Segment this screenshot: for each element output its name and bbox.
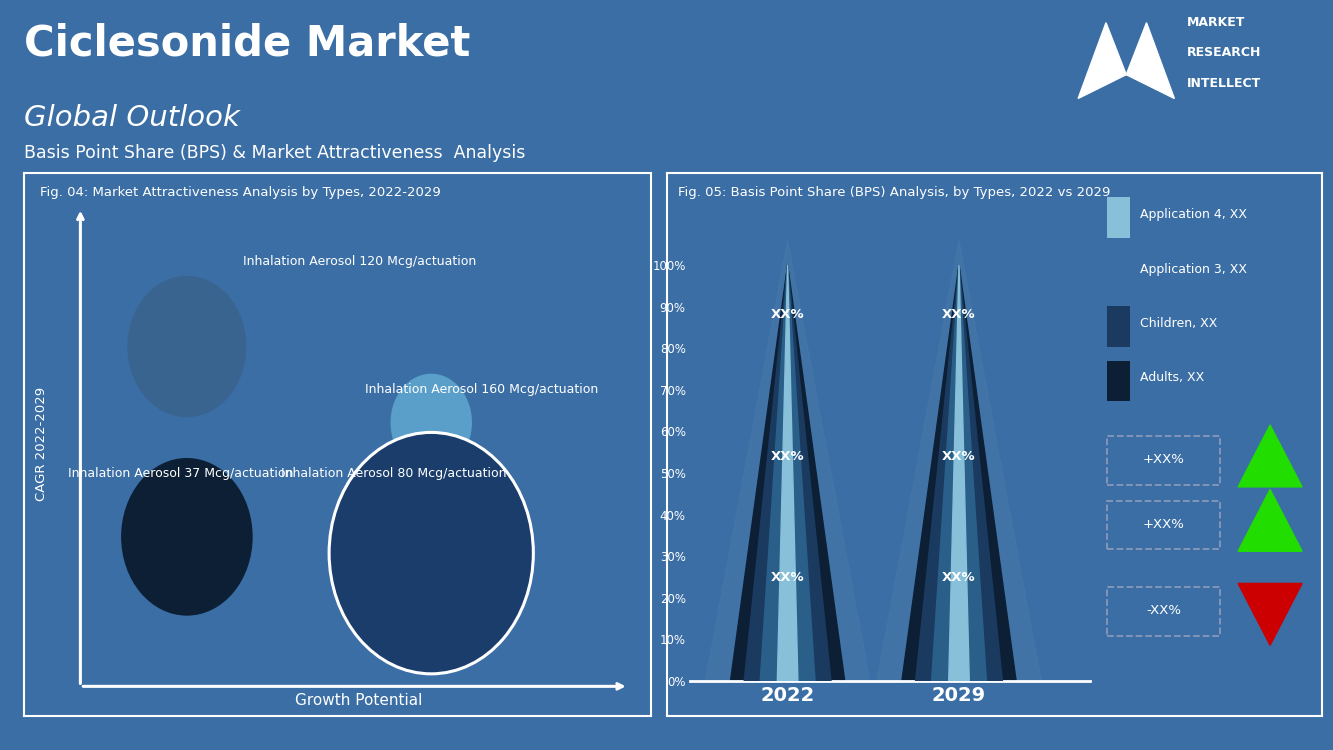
Polygon shape (730, 265, 845, 681)
Polygon shape (744, 265, 830, 681)
Polygon shape (1238, 584, 1302, 645)
Text: Global Outlook: Global Outlook (24, 104, 240, 131)
Text: CAGR 2022-2029: CAGR 2022-2029 (35, 387, 48, 502)
Ellipse shape (329, 433, 533, 674)
Text: Inhalation Aerosol 160 Mcg/actuation: Inhalation Aerosol 160 Mcg/actuation (365, 382, 599, 396)
Text: Ciclesonide Market: Ciclesonide Market (24, 22, 471, 64)
Text: XX%: XX% (942, 450, 976, 463)
Text: Inhalation Aerosol 80 Mcg/actuation: Inhalation Aerosol 80 Mcg/actuation (281, 467, 507, 480)
Text: Inhalation Aerosol 37 Mcg/actuation: Inhalation Aerosol 37 Mcg/actuation (68, 467, 293, 480)
Text: XX%: XX% (770, 308, 804, 322)
Ellipse shape (332, 436, 531, 670)
Text: +XX%: +XX% (1142, 453, 1185, 466)
Polygon shape (705, 240, 870, 681)
Text: -XX%: -XX% (1146, 604, 1181, 617)
Text: Fig. 05: Basis Point Share (BPS) Analysis, by Types, 2022 vs 2029: Fig. 05: Basis Point Share (BPS) Analysi… (678, 186, 1110, 199)
Polygon shape (1078, 22, 1126, 98)
FancyBboxPatch shape (1106, 252, 1130, 292)
Ellipse shape (121, 458, 253, 616)
Text: MARKET: MARKET (1188, 16, 1245, 29)
Text: Adults, XX: Adults, XX (1140, 371, 1204, 385)
Polygon shape (1238, 425, 1302, 487)
Polygon shape (932, 265, 986, 681)
Text: XX%: XX% (942, 308, 976, 322)
FancyBboxPatch shape (1106, 306, 1130, 347)
Text: Inhalation Aerosol 120 Mcg/actuation: Inhalation Aerosol 120 Mcg/actuation (243, 255, 476, 268)
Polygon shape (777, 265, 798, 681)
Text: Basis Point Share (BPS) & Market Attractiveness  Analysis: Basis Point Share (BPS) & Market Attract… (24, 144, 525, 162)
Polygon shape (760, 265, 814, 681)
Ellipse shape (128, 276, 247, 417)
Text: Fig. 04: Market Attractiveness Analysis by Types, 2022-2029: Fig. 04: Market Attractiveness Analysis … (40, 186, 440, 199)
Polygon shape (1238, 490, 1302, 551)
Text: INTELLECT: INTELLECT (1188, 76, 1261, 90)
Polygon shape (1126, 22, 1174, 98)
Ellipse shape (391, 374, 472, 472)
Polygon shape (877, 240, 1041, 681)
Polygon shape (916, 265, 1002, 681)
Text: Application 3, XX: Application 3, XX (1140, 262, 1246, 275)
Text: RESEARCH: RESEARCH (1188, 46, 1261, 59)
FancyBboxPatch shape (1106, 197, 1130, 238)
Text: XX%: XX% (770, 571, 804, 584)
Text: Children, XX: Children, XX (1140, 317, 1217, 330)
Polygon shape (902, 265, 1016, 681)
Text: +XX%: +XX% (1142, 518, 1185, 530)
Text: Application 4, XX: Application 4, XX (1140, 209, 1246, 221)
Ellipse shape (356, 464, 507, 643)
Text: XX%: XX% (770, 450, 804, 463)
FancyBboxPatch shape (1106, 361, 1130, 401)
Text: Growth Potential: Growth Potential (296, 693, 423, 708)
Polygon shape (949, 265, 969, 681)
Text: XX%: XX% (942, 571, 976, 584)
